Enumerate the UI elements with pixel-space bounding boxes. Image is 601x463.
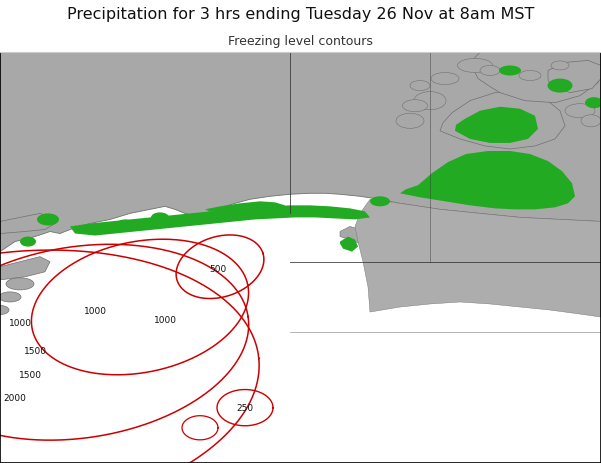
Polygon shape bbox=[470, 53, 601, 103]
Polygon shape bbox=[340, 237, 358, 252]
Ellipse shape bbox=[480, 66, 500, 76]
Text: 1000: 1000 bbox=[8, 318, 31, 327]
Polygon shape bbox=[0, 257, 50, 280]
Ellipse shape bbox=[499, 66, 521, 76]
Text: 1000: 1000 bbox=[153, 315, 177, 324]
Polygon shape bbox=[355, 200, 601, 317]
Text: 1500: 1500 bbox=[23, 346, 46, 355]
Ellipse shape bbox=[403, 100, 427, 113]
Ellipse shape bbox=[0, 306, 9, 315]
Text: 500: 500 bbox=[209, 265, 227, 274]
Polygon shape bbox=[400, 152, 575, 210]
Ellipse shape bbox=[585, 98, 601, 109]
Ellipse shape bbox=[396, 114, 424, 129]
Ellipse shape bbox=[431, 73, 459, 85]
Polygon shape bbox=[340, 227, 375, 247]
Ellipse shape bbox=[410, 81, 430, 91]
Ellipse shape bbox=[370, 197, 390, 207]
Ellipse shape bbox=[414, 93, 446, 111]
Ellipse shape bbox=[565, 105, 595, 119]
Ellipse shape bbox=[0, 292, 21, 302]
Text: 250: 250 bbox=[236, 403, 254, 412]
Text: Freezing level contours: Freezing level contours bbox=[228, 35, 373, 48]
Polygon shape bbox=[0, 53, 601, 252]
Text: Precipitation for 3 hrs ending Tuesday 26 Nov at 8am MST: Precipitation for 3 hrs ending Tuesday 2… bbox=[67, 7, 534, 22]
Ellipse shape bbox=[532, 196, 548, 204]
Polygon shape bbox=[205, 202, 285, 217]
Ellipse shape bbox=[519, 71, 541, 81]
Ellipse shape bbox=[151, 213, 169, 223]
Polygon shape bbox=[440, 94, 565, 150]
Text: 2000: 2000 bbox=[4, 393, 26, 402]
Polygon shape bbox=[548, 61, 601, 94]
Ellipse shape bbox=[20, 237, 36, 247]
Ellipse shape bbox=[551, 62, 569, 71]
Ellipse shape bbox=[6, 278, 34, 290]
Ellipse shape bbox=[548, 79, 573, 94]
Text: 1000: 1000 bbox=[84, 306, 106, 315]
Ellipse shape bbox=[412, 188, 428, 196]
Polygon shape bbox=[0, 214, 55, 234]
Polygon shape bbox=[70, 206, 370, 236]
Ellipse shape bbox=[457, 59, 492, 73]
Ellipse shape bbox=[37, 214, 59, 226]
Ellipse shape bbox=[117, 220, 133, 228]
Ellipse shape bbox=[443, 194, 457, 200]
Text: 1500: 1500 bbox=[19, 370, 41, 379]
Polygon shape bbox=[455, 107, 538, 144]
Ellipse shape bbox=[581, 115, 601, 128]
